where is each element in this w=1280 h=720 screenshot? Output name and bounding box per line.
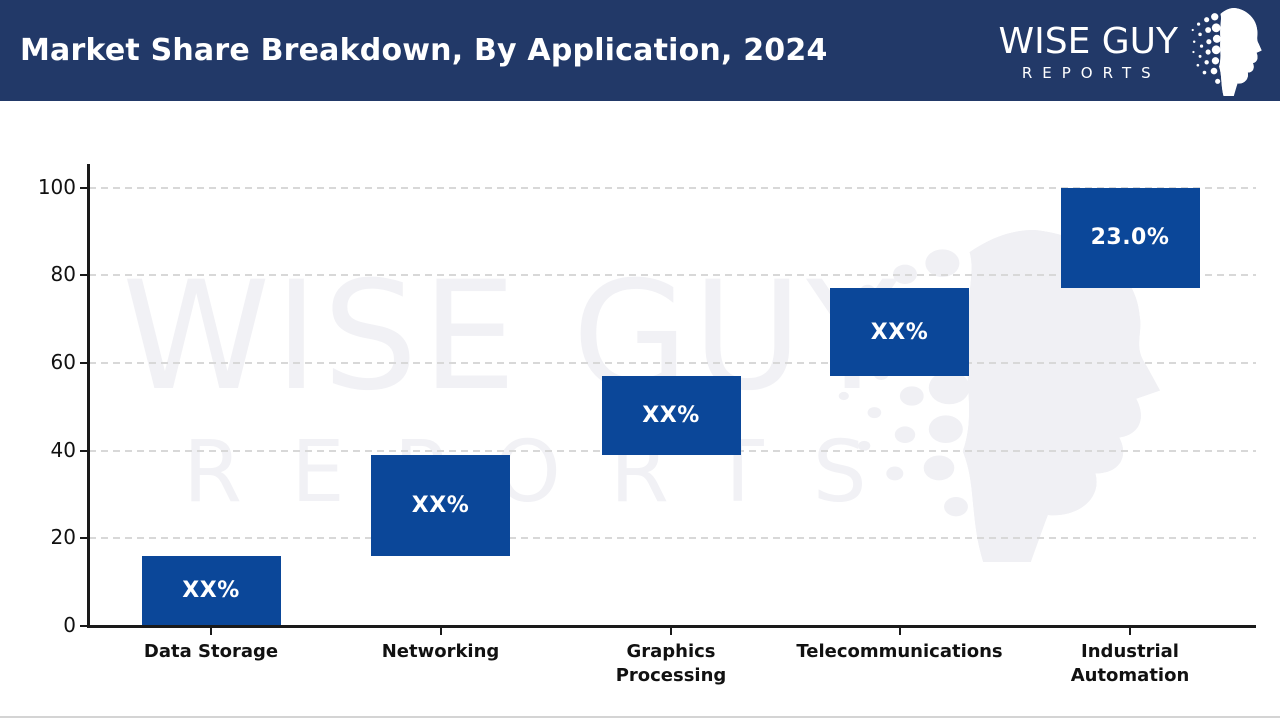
y-tick-mark-20	[80, 537, 88, 540]
y-tick-mark-100	[80, 186, 88, 189]
x-tick-label-telecommunications: Telecommunications	[770, 640, 1030, 664]
x-tick-label-line: Data Storage	[143, 641, 279, 662]
bar-data-storage: XX%	[141, 555, 281, 626]
x-tick-label-line: Processing	[615, 665, 727, 686]
x-tick-mark-graphics-processing	[670, 626, 672, 635]
y-tick-label-40: 40	[50, 437, 76, 462]
gridline-60	[89, 361, 1256, 364]
bottom-rule	[0, 716, 1280, 718]
x-axis-spine	[87, 625, 1256, 628]
bar-value-label-industrial-automation: 23.0%	[1090, 225, 1170, 251]
x-tick-label-line: Networking	[381, 641, 500, 662]
y-tick-label-0: 0	[63, 613, 76, 637]
x-tick-label-industrial-automation: Industrial Automation	[1000, 640, 1260, 688]
bar-value-label-data-storage: XX%	[182, 578, 240, 604]
y-tick-mark-0	[80, 625, 88, 627]
x-tick-label-data-storage: Data Storage	[81, 640, 341, 664]
x-tick-label-networking: Networking	[311, 640, 571, 664]
y-tick-label-100: 100	[37, 174, 76, 199]
y-tick-label-20: 20	[50, 525, 76, 550]
x-tick-mark-networking	[439, 626, 442, 635]
bar-value-label-graphics-processing: XX%	[642, 403, 700, 428]
page-title: Market Share Breakdown, By Application, …	[20, 33, 828, 68]
x-tick-mark-data-storage	[210, 626, 212, 635]
x-tick-label-line: Graphics	[626, 641, 716, 662]
y-tick-mark-40	[80, 449, 88, 452]
bar-graphics-processing: XX%	[601, 376, 741, 455]
x-tick-mark-telecommunications	[898, 626, 901, 635]
y-axis-spine	[87, 164, 90, 628]
wise-guy-logo: WISE GUY REPORTS	[999, 8, 1267, 96]
watermark-subtitle: REPORTS	[183, 423, 916, 522]
x-tick-mark-industrial-automation	[1129, 626, 1131, 635]
bar-industrial-automation: 23.0%	[1060, 187, 1200, 289]
bar-telecommunications: XX%	[830, 288, 969, 377]
y-tick-mark-80	[80, 274, 88, 277]
gridline-20	[89, 537, 1256, 540]
header-bar: Market Share Breakdown, By Application, …	[0, 0, 1280, 101]
x-tick-label-line: Telecommunications	[796, 641, 1003, 662]
watermark-wordmark: WISE GUY	[122, 250, 902, 424]
gridline-100	[89, 186, 1256, 189]
y-tick-mark-60	[80, 361, 88, 364]
bar-networking: XX%	[371, 454, 510, 556]
y-tick-label-80: 80	[50, 262, 76, 287]
y-tick-label-60: 60	[50, 349, 76, 374]
logo-subtitle: REPORTS	[1021, 63, 1161, 82]
gridline-80	[89, 274, 1256, 277]
bar-value-label-telecommunications: XX%	[870, 319, 929, 345]
bar-value-label-networking: XX%	[411, 492, 470, 518]
x-tick-label-line: Automation	[1070, 665, 1190, 686]
logo-text: WISE GUY REPORTS	[998, 20, 1179, 82]
logo-wordmark: WISE GUY	[998, 20, 1179, 62]
x-tick-label-line: Industrial	[1081, 641, 1179, 662]
x-tick-label-graphics-processing: Graphics Processing	[541, 640, 801, 688]
logo-head-icon	[1184, 8, 1266, 96]
